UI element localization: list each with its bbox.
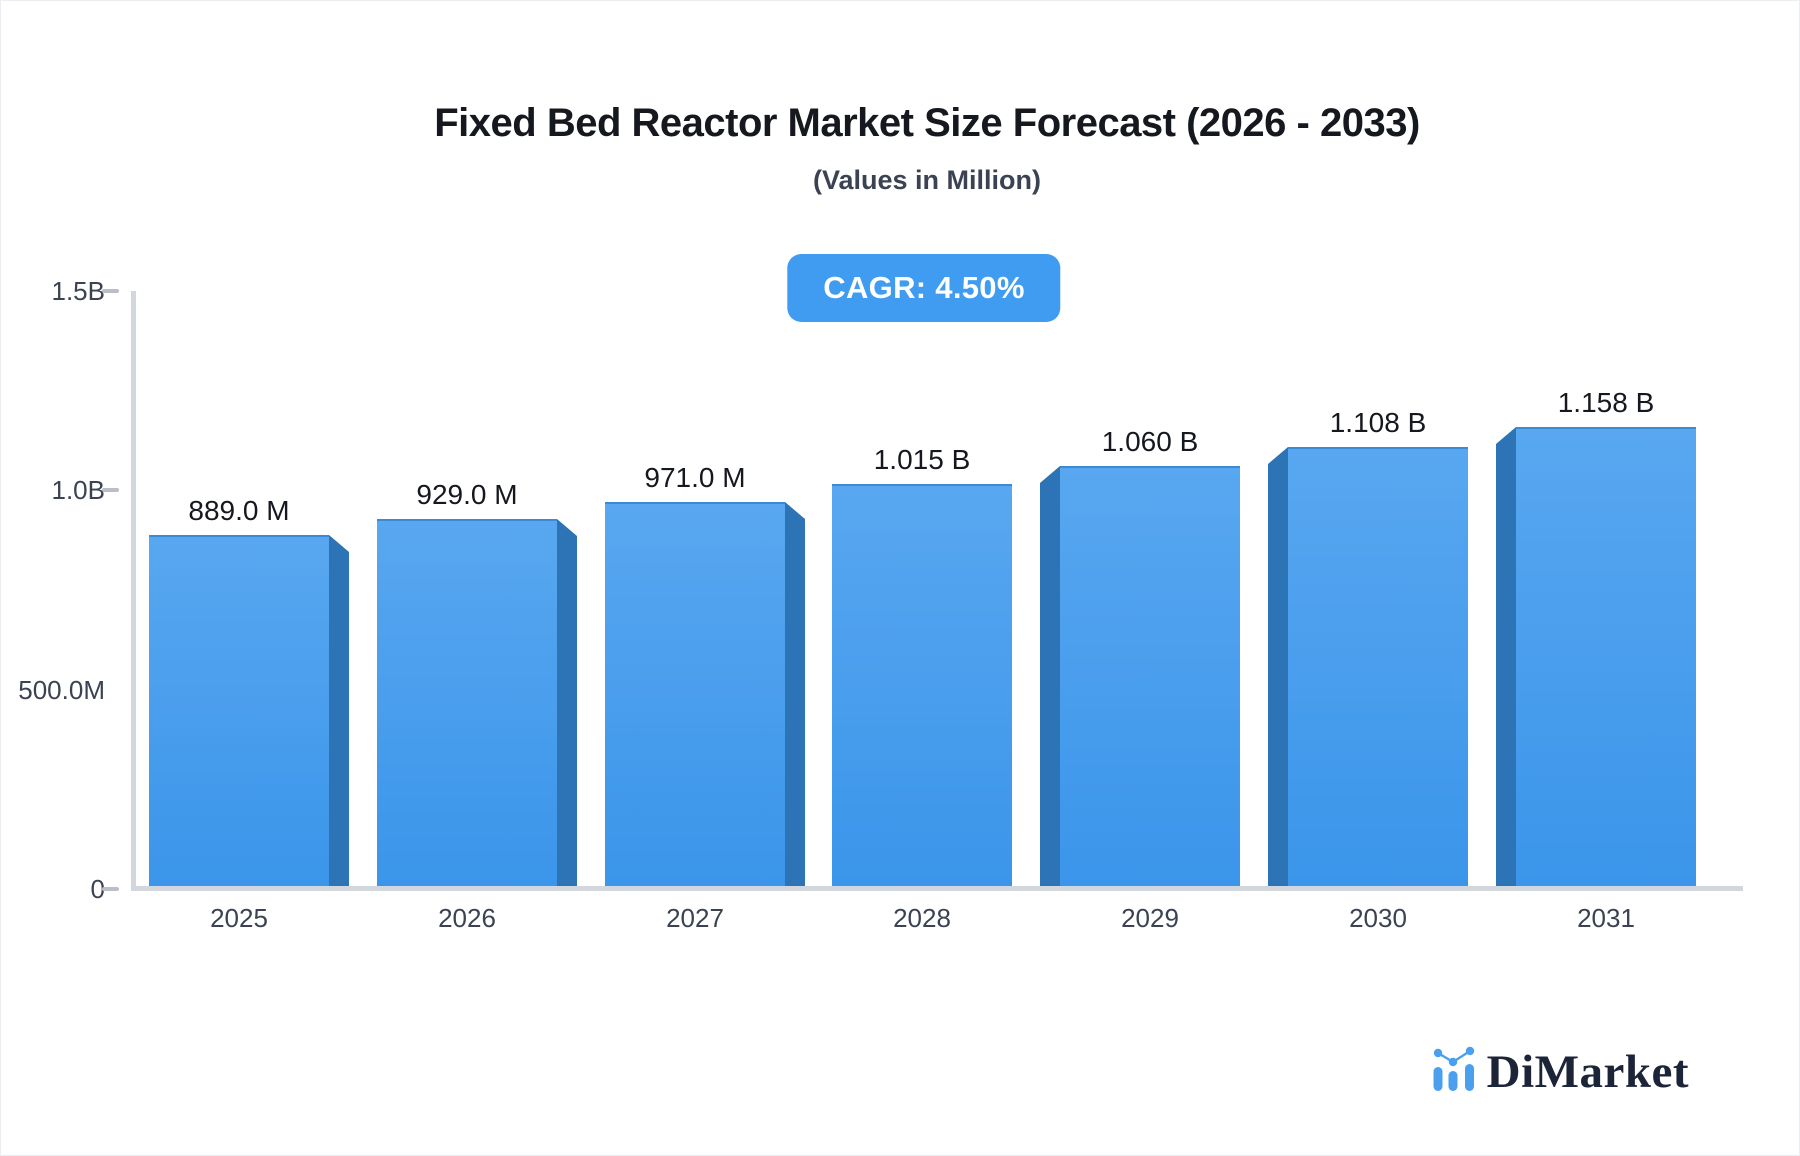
cagr-badge: CAGR: 4.50%	[787, 254, 1061, 322]
bar-3d-side-panel	[1268, 447, 1288, 886]
bar-2029	[1060, 466, 1240, 886]
bar-value-label: 1.015 B	[873, 444, 971, 475]
bar-value-label: 971.0 M	[644, 462, 746, 493]
x-axis-label: 2028	[893, 903, 951, 933]
bar-value-label: 1.108 B	[1329, 407, 1427, 438]
bar-value-label: 889.0 M	[188, 495, 290, 526]
brand-logo: DiMarket	[1432, 1045, 1689, 1098]
x-axis-label: 2025	[210, 903, 268, 933]
bar-2031	[1516, 427, 1696, 886]
x-axis-label: 2026	[438, 903, 496, 933]
x-axis-label: 2029	[1121, 903, 1179, 933]
x-axis-label: 2031	[1577, 903, 1635, 933]
x-axis-line	[131, 886, 1743, 891]
y-axis-tick-label: 1.5B	[51, 276, 106, 306]
chart-title: Fixed Bed Reactor Market Size Forecast (…	[434, 101, 1420, 145]
y-axis-line	[131, 291, 136, 889]
bar-2025	[149, 535, 329, 886]
bar-3d-side-panel	[1040, 466, 1060, 886]
x-axis-label: 2030	[1349, 903, 1407, 933]
bar-value-label: 1.060 B	[1101, 426, 1199, 457]
y-axis-tick-mark	[102, 488, 119, 492]
bar-2030	[1288, 447, 1468, 886]
bar-3d-side-panel	[785, 502, 805, 886]
bar-3d-side-panel	[1496, 427, 1516, 886]
bar-3d-side-panel	[329, 535, 349, 886]
brand-name: DiMarket	[1486, 1046, 1689, 1098]
bar-3d-side-panel	[557, 519, 577, 886]
y-axis-tick-label: 500.0M	[18, 675, 105, 705]
dimarket-bar-chart-icon	[1432, 1045, 1476, 1094]
y-axis-tick-label: 0	[90, 874, 105, 904]
y-axis-tick-mark	[102, 289, 119, 293]
x-axis-label: 2027	[666, 903, 724, 933]
bar-2027	[605, 502, 785, 886]
bar-value-label: 929.0 M	[416, 479, 518, 510]
y-axis-tick-label: 1.0B	[51, 475, 106, 505]
chart-subtitle: (Values in Million)	[812, 165, 1042, 195]
bar-value-label: 1.158 B	[1557, 387, 1655, 418]
bar-2026	[377, 519, 557, 886]
y-axis-tick-mark	[102, 887, 119, 891]
bar-2028	[832, 484, 1012, 886]
